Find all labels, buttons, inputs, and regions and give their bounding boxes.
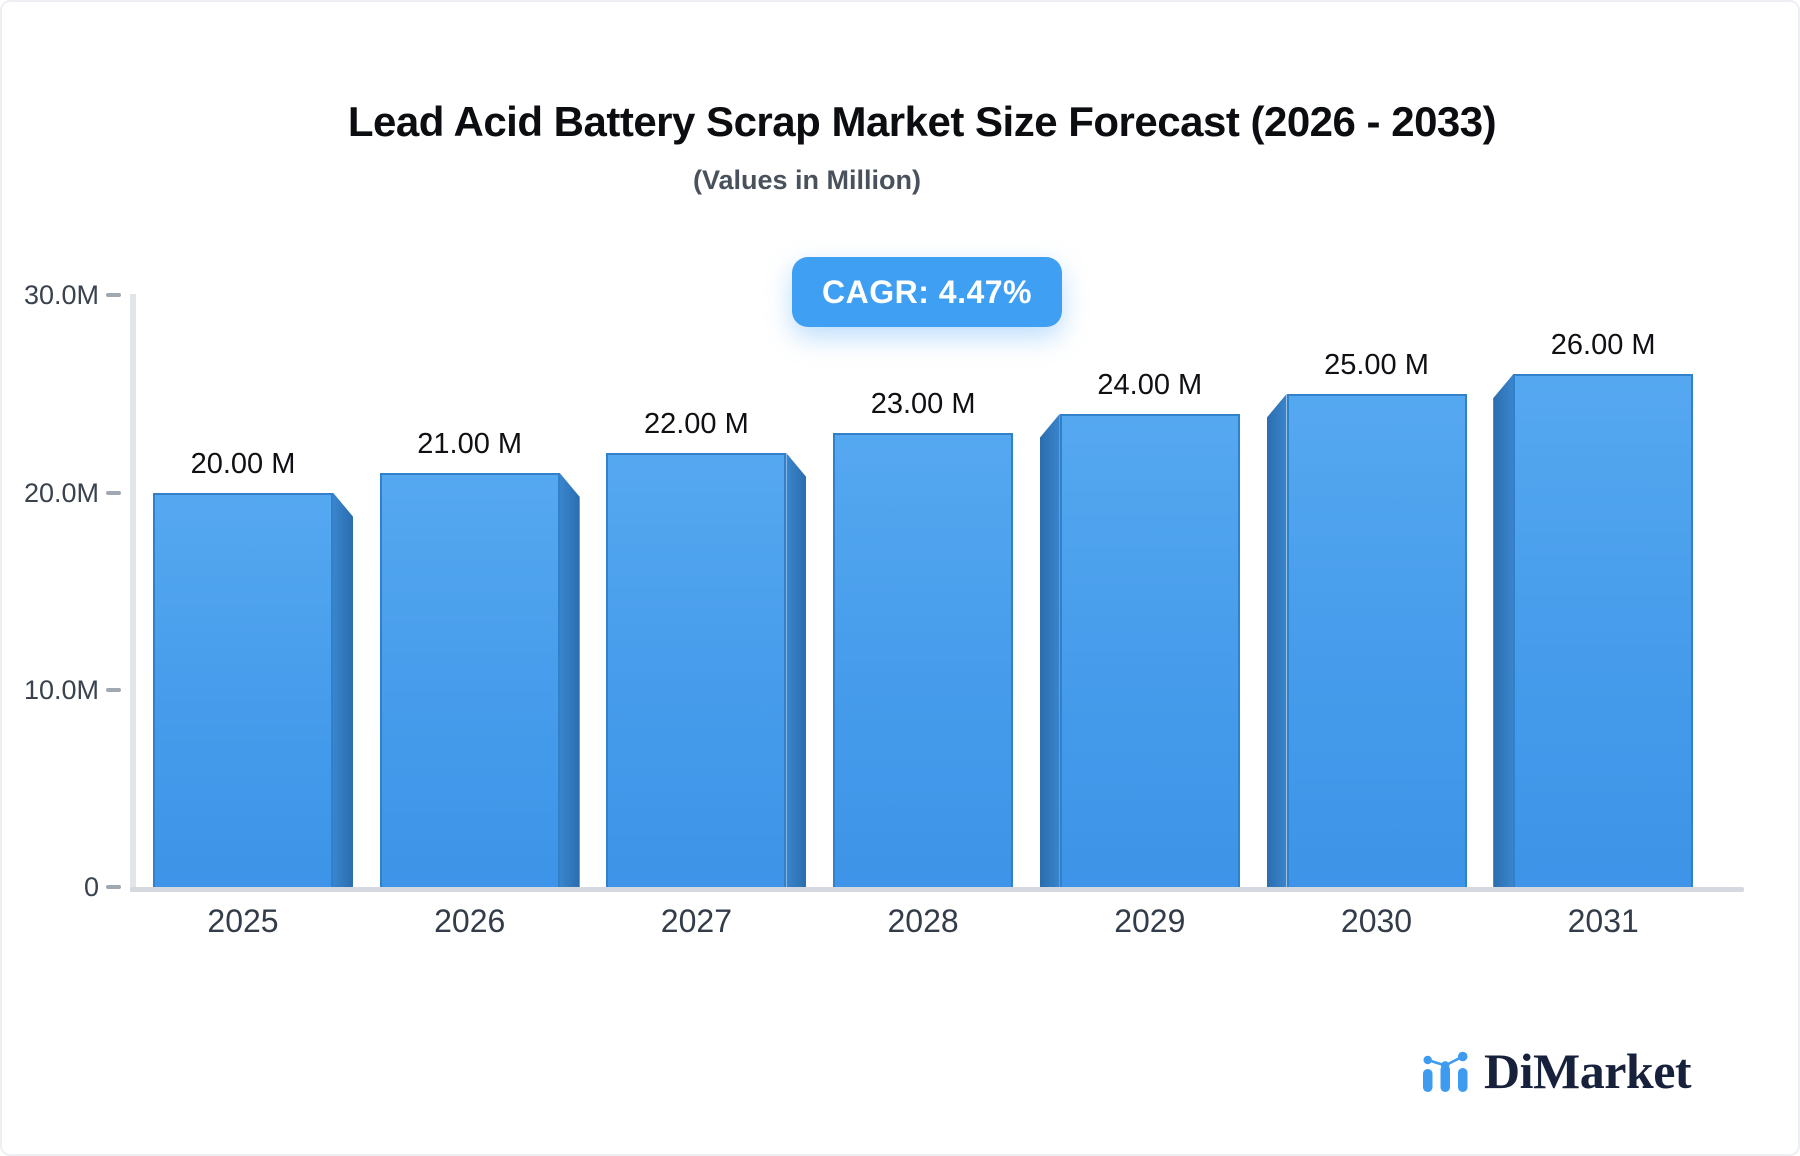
- y-axis-line: [130, 294, 136, 892]
- bar-2028: [833, 433, 1014, 887]
- bar-2031: [1513, 374, 1694, 887]
- y-axis-tick-label: 20.0M: [23, 477, 99, 508]
- chart-subtitle: (Values in Million): [692, 165, 922, 195]
- bar-value-label: 24.00 M: [1097, 368, 1203, 401]
- chart-title: Lead Acid Battery Scrap Market Size Fore…: [347, 98, 1497, 145]
- bar-3d-side: [1266, 394, 1287, 887]
- dimarket-logo-text: DiMarket: [1484, 1043, 1692, 1099]
- y-axis-tick-dash: [106, 293, 121, 298]
- bar-value-label: 26.00 M: [1550, 329, 1656, 362]
- bar-value-label: 21.00 M: [417, 427, 523, 460]
- bar-3d-side: [333, 492, 353, 887]
- y-axis-tick-dash: [106, 490, 121, 495]
- bar-3d-side: [559, 472, 580, 887]
- bar-2029: [1059, 413, 1240, 887]
- bar-2030: [1286, 394, 1467, 887]
- bar-3d-side: [786, 453, 807, 887]
- dimarket-logo: DiMarket: [1422, 1040, 1692, 1102]
- dimarket-logo-icon: [1423, 1051, 1468, 1092]
- bar-2027: [606, 453, 787, 887]
- bar-3d-side: [1493, 374, 1514, 887]
- x-axis-label: 2028: [887, 903, 959, 939]
- x-axis-label: 2029: [1114, 903, 1186, 939]
- bar-value-label: 22.00 M: [643, 408, 749, 441]
- bar-2025: [153, 492, 333, 887]
- y-axis-tick-label: 0: [83, 872, 99, 902]
- bar-value-label: 20.00 M: [190, 447, 296, 480]
- bar-value-label: 23.00 M: [870, 388, 976, 421]
- y-axis-tick-dash: [106, 885, 121, 889]
- y-axis-tick-label: 30.0M: [23, 280, 99, 311]
- x-axis-label: 2025: [207, 903, 279, 939]
- bar-value-label: 25.00 M: [1324, 349, 1429, 381]
- x-axis-label: 2026: [434, 903, 506, 939]
- x-axis-label: 2027: [660, 903, 732, 939]
- x-axis-line: [130, 887, 1744, 892]
- x-axis-label: 2030: [1340, 903, 1413, 939]
- bar-2026: [379, 472, 560, 887]
- y-axis-tick-label: 10.0M: [23, 674, 99, 705]
- x-axis-label: 2031: [1567, 903, 1639, 939]
- cagr-badge: CAGR: 4.47%: [792, 257, 1062, 327]
- bar-3d-side: [1039, 413, 1060, 887]
- y-axis-tick-dash: [106, 687, 121, 692]
